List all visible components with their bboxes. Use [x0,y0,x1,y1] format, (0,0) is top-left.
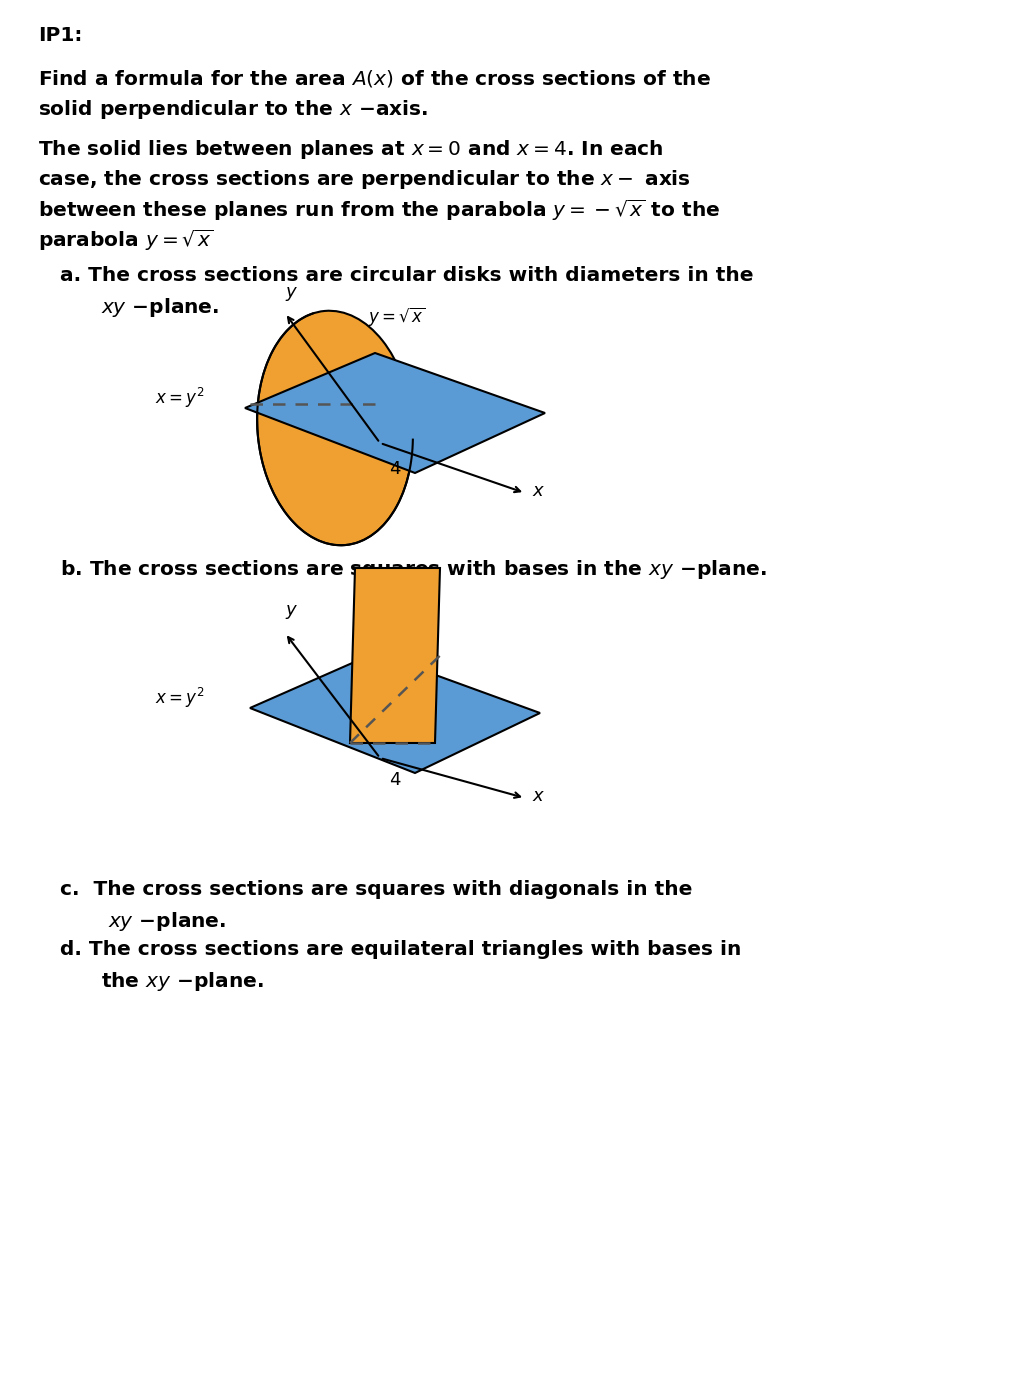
Text: $xy$ −plane.: $xy$ −plane. [80,296,219,318]
Text: Find a formula for the area $A(x)$ of the cross sections of the: Find a formula for the area $A(x)$ of th… [38,68,711,90]
Text: $x$: $x$ [532,482,545,500]
Text: b. The cross sections are squares with bases in the $xy$ −plane.: b. The cross sections are squares with b… [60,558,767,582]
Text: solid perpendicular to the $x$ −axis.: solid perpendicular to the $x$ −axis. [38,98,428,121]
Text: $y = \sqrt{x}$: $y = \sqrt{x}$ [368,305,425,328]
Text: $x = y^2$: $x = y^2$ [155,686,205,710]
Text: $y$: $y$ [286,285,299,303]
Text: the $xy$ −plane.: the $xy$ −plane. [80,970,263,994]
Text: $x = y^2$: $x = y^2$ [155,386,205,411]
Text: The solid lies between planes at $x = 0$ and $x = 4$. In each: The solid lies between planes at $x = 0$… [38,138,664,161]
Polygon shape [250,653,540,773]
Text: $xy$ −plane.: $xy$ −plane. [80,909,226,933]
Polygon shape [350,568,440,743]
Polygon shape [245,353,545,473]
Text: $4$: $4$ [389,460,401,478]
Text: IP1:: IP1: [38,26,82,45]
Text: a. The cross sections are circular disks with diameters in the: a. The cross sections are circular disks… [60,266,754,285]
Text: $x$: $x$ [532,787,545,805]
Text: parabola $y = \sqrt{x}$: parabola $y = \sqrt{x}$ [38,227,214,254]
Text: $4$: $4$ [389,772,401,790]
Text: d. The cross sections are equilateral triangles with bases in: d. The cross sections are equilateral tr… [60,940,741,959]
Text: $y$: $y$ [286,604,299,621]
Text: between these planes run from the parabola $y = -\sqrt{x}$ to the: between these planes run from the parabo… [38,198,720,223]
Text: case, the cross sections are perpendicular to the $x -$ axis: case, the cross sections are perpendicul… [38,168,691,192]
Text: c.  The cross sections are squares with diagonals in the: c. The cross sections are squares with d… [60,881,692,898]
Ellipse shape [257,311,413,546]
